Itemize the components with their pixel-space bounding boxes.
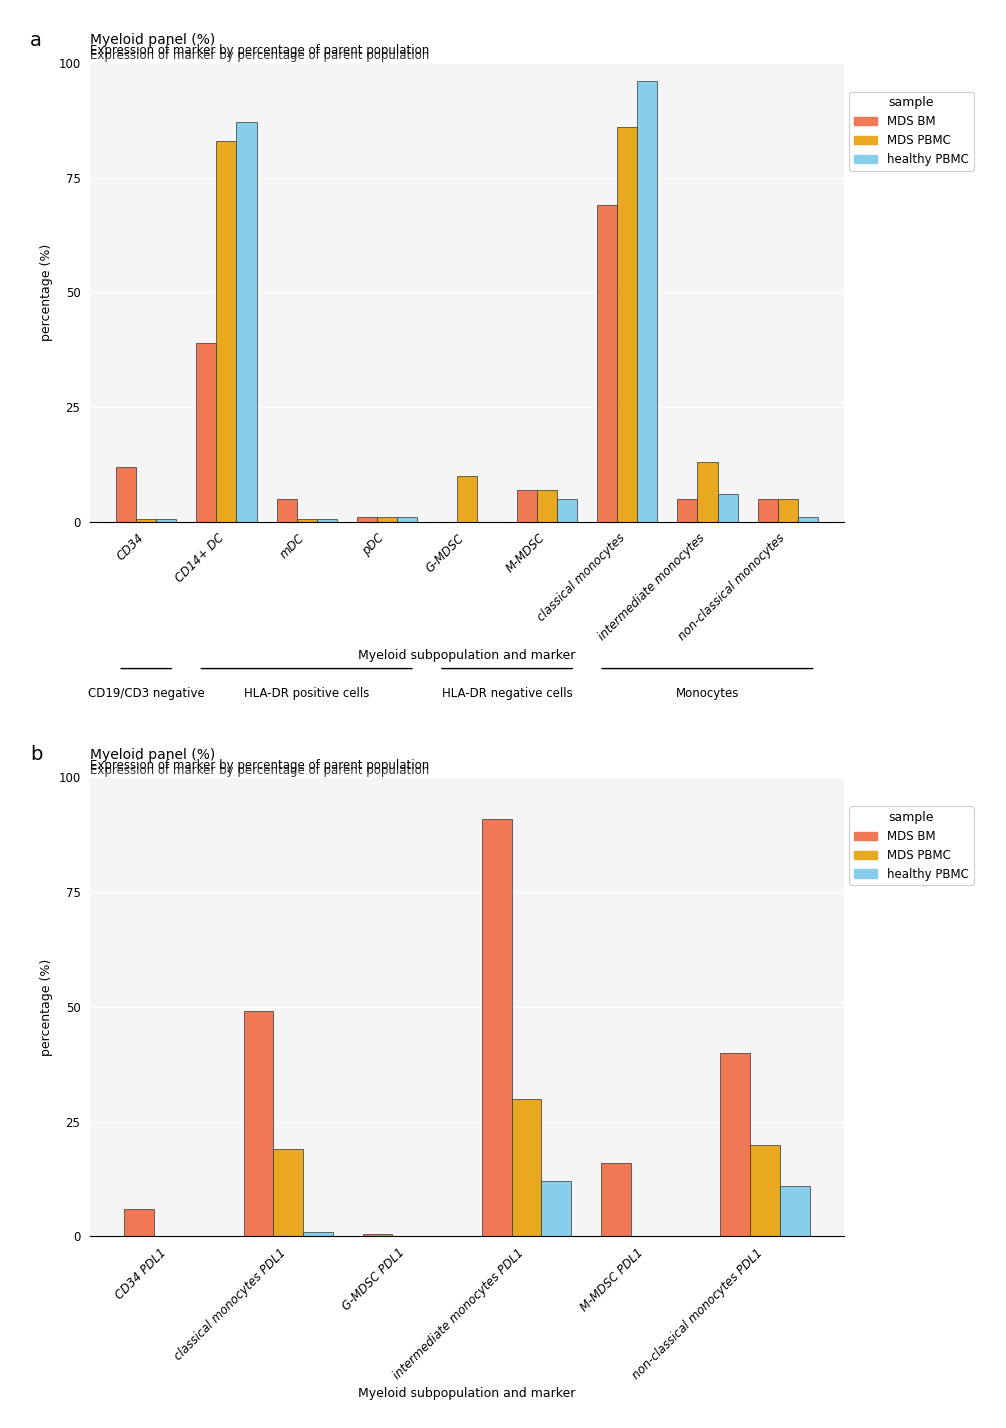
Y-axis label: percentage (%): percentage (%): [39, 958, 52, 1055]
Bar: [677, 498, 697, 521]
Bar: [717, 494, 737, 521]
Bar: [537, 490, 557, 521]
Text: CD19/CD3 negative: CD19/CD3 negative: [88, 687, 204, 700]
Bar: [618, 127, 638, 521]
Bar: [638, 81, 657, 521]
Bar: [363, 1234, 392, 1237]
Bar: [357, 517, 377, 521]
Text: Myeloid panel (%): Myeloid panel (%): [91, 33, 215, 47]
Text: Expression of marker by percentage of parent population: Expression of marker by percentage of pa…: [91, 44, 430, 57]
Bar: [512, 1098, 541, 1237]
Bar: [697, 463, 717, 521]
Bar: [156, 520, 176, 521]
Bar: [317, 520, 337, 521]
Bar: [377, 517, 396, 521]
Text: Monocytes: Monocytes: [676, 687, 739, 700]
Bar: [598, 206, 618, 521]
Bar: [277, 498, 297, 521]
Bar: [778, 498, 798, 521]
Bar: [758, 498, 778, 521]
Text: HLA-DR positive cells: HLA-DR positive cells: [243, 687, 369, 700]
Bar: [749, 1145, 780, 1237]
X-axis label: Myeloid subpopulation and marker: Myeloid subpopulation and marker: [358, 648, 575, 661]
Bar: [216, 141, 236, 521]
Bar: [125, 1210, 154, 1237]
Bar: [798, 517, 818, 521]
Bar: [517, 490, 537, 521]
Bar: [243, 1011, 274, 1237]
Bar: [601, 1162, 631, 1237]
Bar: [196, 343, 216, 521]
Text: Expression of marker by percentage of parent population: Expression of marker by percentage of pa…: [91, 49, 430, 61]
Bar: [303, 1232, 333, 1237]
Bar: [274, 1150, 303, 1237]
Text: Expression of marker by percentage of parent population: Expression of marker by percentage of pa…: [91, 760, 430, 773]
Text: Expression of marker by percentage of parent population: Expression of marker by percentage of pa…: [91, 764, 430, 777]
Bar: [557, 498, 577, 521]
Bar: [720, 1052, 749, 1237]
Bar: [780, 1185, 810, 1237]
Bar: [297, 520, 317, 521]
Bar: [396, 517, 416, 521]
Bar: [136, 520, 156, 521]
Bar: [457, 476, 477, 521]
Text: Myeloid panel (%): Myeloid panel (%): [91, 748, 215, 761]
Y-axis label: percentage (%): percentage (%): [39, 244, 52, 341]
Text: HLA-DR negative cells: HLA-DR negative cells: [442, 687, 572, 700]
Bar: [236, 123, 257, 521]
Bar: [541, 1181, 571, 1237]
Bar: [482, 818, 512, 1237]
Legend: MDS BM, MDS PBMC, healthy PBMC: MDS BM, MDS PBMC, healthy PBMC: [849, 807, 974, 885]
X-axis label: Myeloid subpopulation and marker: Myeloid subpopulation and marker: [358, 1387, 575, 1401]
Text: b: b: [30, 745, 42, 764]
Bar: [117, 467, 136, 521]
Legend: MDS BM, MDS PBMC, healthy PBMC: MDS BM, MDS PBMC, healthy PBMC: [849, 91, 974, 171]
Text: a: a: [30, 30, 41, 50]
